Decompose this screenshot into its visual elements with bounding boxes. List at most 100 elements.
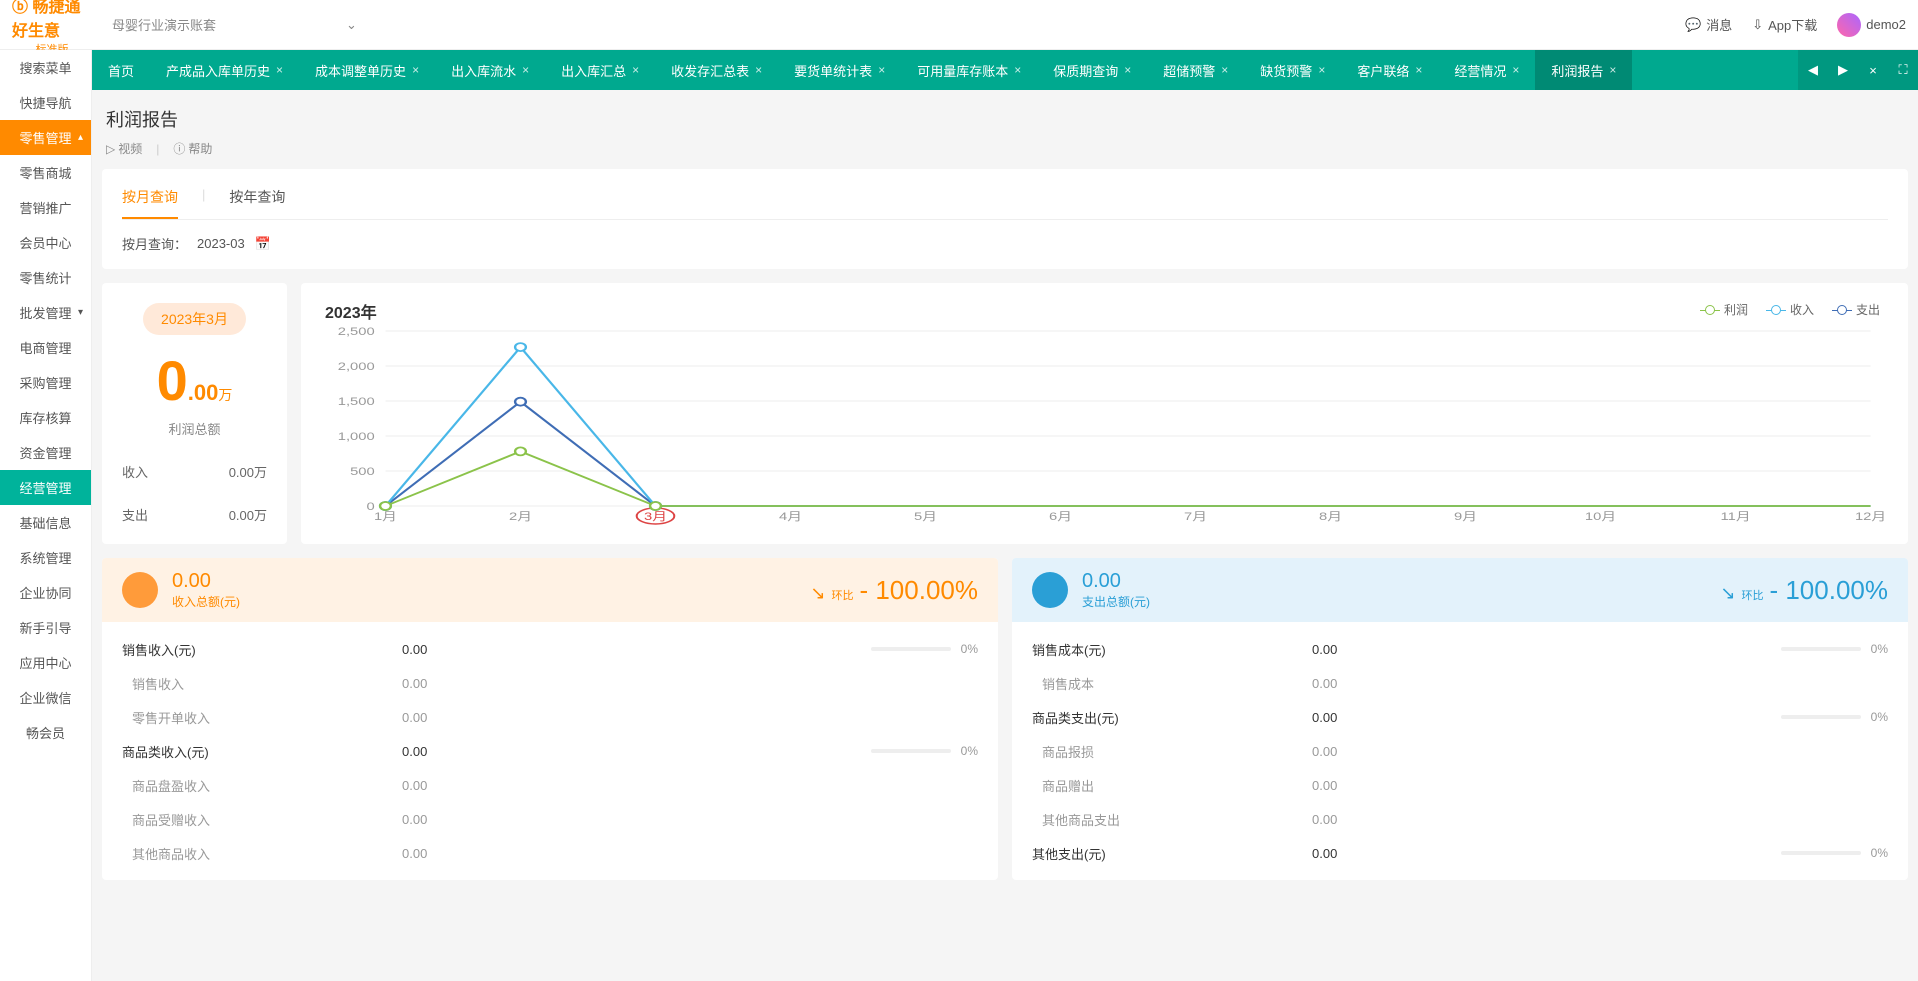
- svg-text:5月: 5月: [914, 510, 937, 523]
- tab-label: 经营情况: [1454, 61, 1506, 80]
- query-tab-year[interactable]: 按年查询: [229, 179, 285, 219]
- sidebar-item[interactable]: 零售统计: [0, 260, 91, 295]
- bar-track: [871, 647, 951, 651]
- legend-item: 收入: [1766, 301, 1814, 318]
- message-button[interactable]: 💬消息: [1685, 15, 1732, 34]
- chart-card: 2023年 利润收入支出 2,5002,0001,5001,00050001月2…: [301, 283, 1908, 544]
- close-icon[interactable]: ×: [755, 63, 762, 77]
- sidebar-item[interactable]: 批发管理▾: [0, 295, 91, 330]
- legend-item: 支出: [1832, 301, 1880, 318]
- tab[interactable]: 保质期查询×: [1037, 50, 1147, 90]
- user-menu[interactable]: demo2: [1837, 13, 1906, 37]
- data-row: 其他商品收入0.00: [122, 836, 978, 870]
- sidebar-item[interactable]: 资金管理: [0, 435, 91, 470]
- sidebar-item[interactable]: 采购管理: [0, 365, 91, 400]
- sidebar-item[interactable]: 企业微信: [0, 680, 91, 715]
- fullscreen-button[interactable]: ⛶: [1888, 50, 1918, 90]
- message-label: 消息: [1706, 15, 1732, 34]
- sidebar-item[interactable]: 应用中心: [0, 645, 91, 680]
- close-icon[interactable]: ×: [632, 63, 639, 77]
- tab-close-all[interactable]: ×: [1858, 50, 1888, 90]
- sidebar-item[interactable]: 电商管理: [0, 330, 91, 365]
- row-label: 商品盘盈收入: [122, 776, 402, 795]
- tab[interactable]: 出入库流水×: [435, 50, 545, 90]
- row-label: 商品类收入(元): [122, 742, 402, 761]
- tab[interactable]: 利润报告×: [1535, 50, 1632, 90]
- tab-scroll-right[interactable]: ▶: [1828, 50, 1858, 90]
- row-bar: 0%: [1472, 642, 1888, 656]
- legend-label: 利润: [1724, 301, 1748, 318]
- close-icon[interactable]: ×: [276, 63, 283, 77]
- tab[interactable]: 缺货预警×: [1244, 50, 1341, 90]
- close-icon[interactable]: ×: [1318, 63, 1325, 77]
- tab[interactable]: 首页: [92, 50, 150, 90]
- close-icon[interactable]: ×: [878, 63, 885, 77]
- sidebar-item[interactable]: 畅会员: [0, 715, 91, 750]
- data-row: 商品盘盈收入0.00: [122, 768, 978, 802]
- tab[interactable]: 收发存汇总表×: [655, 50, 778, 90]
- app-download-label: App下载: [1768, 15, 1817, 34]
- row-value: 0.00: [1312, 710, 1472, 725]
- sidebar-item[interactable]: 营销推广: [0, 190, 91, 225]
- video-link-label: 视频: [118, 140, 142, 157]
- svg-text:4月: 4月: [779, 510, 802, 523]
- row-bar: 0%: [562, 744, 978, 758]
- sidebar-item[interactable]: 零售商城: [0, 155, 91, 190]
- sidebar-item[interactable]: 零售管理▴: [0, 120, 91, 155]
- sidebar-item[interactable]: 库存核算: [0, 400, 91, 435]
- expense-total-value: 0.00: [1082, 570, 1150, 593]
- close-icon[interactable]: ×: [1124, 63, 1131, 77]
- help-link[interactable]: ⓘ帮助: [173, 140, 212, 157]
- expense-panel-header: 0.00 支出总额(元) ↘ 环比 - 100.00%: [1012, 558, 1908, 622]
- tab[interactable]: 客户联络×: [1341, 50, 1438, 90]
- huanbi-label: 环比: [1741, 587, 1763, 603]
- tabbar: 首页产成品入库单历史×成本调整单历史×出入库流水×出入库汇总×收发存汇总表×要货…: [92, 50, 1918, 90]
- sidebar-item[interactable]: 新手引导: [0, 610, 91, 645]
- tab[interactable]: 经营情况 ×: [1438, 50, 1535, 90]
- income-total-label: 收入总额(元): [172, 593, 240, 610]
- query-label: 按月查询：: [122, 234, 187, 253]
- row-value: 0.00: [1312, 778, 1472, 793]
- tab[interactable]: 超储预警×: [1147, 50, 1244, 90]
- svg-text:10月: 10月: [1585, 510, 1616, 523]
- expense-total-label: 支出总额(元): [1082, 593, 1150, 610]
- sidebar-item[interactable]: 会员中心: [0, 225, 91, 260]
- row-bar: 0%: [562, 642, 978, 656]
- tab[interactable]: 出入库汇总×: [545, 50, 655, 90]
- app-download-button[interactable]: ⇩App下载: [1752, 15, 1817, 34]
- data-row: 其他商品支出0.00: [1032, 802, 1888, 836]
- sidebar-item[interactable]: 快捷导航: [0, 85, 91, 120]
- data-row: 商品报损0.00: [1032, 734, 1888, 768]
- close-icon[interactable]: ×: [1221, 63, 1228, 77]
- close-icon[interactable]: ×: [1609, 63, 1616, 77]
- sidebar-item[interactable]: 基础信息: [0, 505, 91, 540]
- close-icon[interactable]: ×: [1014, 63, 1021, 77]
- close-icon[interactable]: ×: [522, 63, 529, 77]
- arrow-icon: ▴: [78, 132, 83, 143]
- sidebar-item[interactable]: 经营管理: [0, 470, 91, 505]
- svg-text:1,000: 1,000: [338, 430, 375, 443]
- sidebar-item[interactable]: 企业协同: [0, 575, 91, 610]
- query-value: 2023-03: [197, 236, 245, 251]
- query-tab-month[interactable]: 按月查询: [122, 179, 178, 219]
- svg-text:1月: 1月: [374, 510, 397, 523]
- tab[interactable]: 产成品入库单历史×: [150, 50, 299, 90]
- divider: |: [202, 179, 205, 219]
- close-icon[interactable]: ×: [1512, 63, 1519, 77]
- video-link[interactable]: ▷视频: [106, 140, 142, 157]
- data-row: 销售成本(元)0.000%: [1032, 632, 1888, 666]
- account-selector[interactable]: 母婴行业演示账套 ⌄: [112, 15, 357, 34]
- calendar-icon[interactable]: 📅: [255, 236, 271, 252]
- row-label: 其他商品收入: [122, 844, 402, 863]
- bar-pct: 0%: [1871, 642, 1888, 656]
- tab-scroll-left[interactable]: ◀: [1798, 50, 1828, 90]
- tab[interactable]: 可用量库存账本×: [901, 50, 1037, 90]
- close-icon[interactable]: ×: [412, 63, 419, 77]
- tab[interactable]: 要货单统计表×: [778, 50, 901, 90]
- sidebar-item[interactable]: 系统管理: [0, 540, 91, 575]
- sidebar-item[interactable]: 搜索菜单: [0, 50, 91, 85]
- tab[interactable]: 成本调整单历史×: [299, 50, 435, 90]
- close-icon[interactable]: ×: [1415, 63, 1422, 77]
- data-row: 商品赠出0.00: [1032, 768, 1888, 802]
- bar-pct: 0%: [1871, 846, 1888, 860]
